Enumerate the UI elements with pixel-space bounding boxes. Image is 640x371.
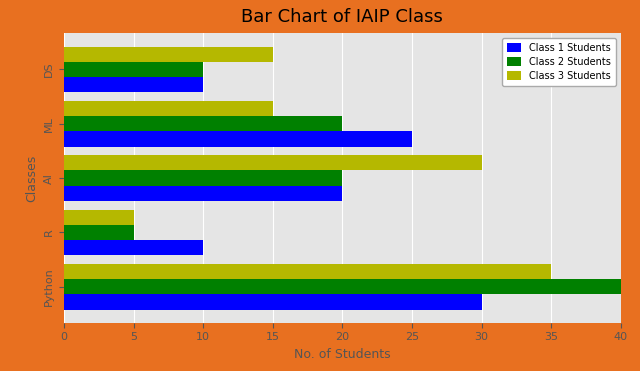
Bar [64,240,204,255]
Bar [64,225,134,240]
Bar [64,46,273,62]
Y-axis label: Classes: Classes [26,154,39,202]
Bar [64,295,482,310]
Bar [64,279,621,295]
Bar [64,155,482,170]
Bar [64,210,134,225]
Title: Bar Chart of IAIP Class: Bar Chart of IAIP Class [241,8,444,26]
Bar [64,101,273,116]
Bar [64,62,204,77]
Bar [64,170,342,186]
X-axis label: No. of Students: No. of Students [294,348,390,361]
Bar [64,116,342,131]
Bar [64,131,412,147]
Bar [64,186,342,201]
Legend: Class 1 Students, Class 2 Students, Class 3 Students: Class 1 Students, Class 2 Students, Clas… [502,38,616,86]
Bar [64,77,204,92]
Bar [64,264,551,279]
